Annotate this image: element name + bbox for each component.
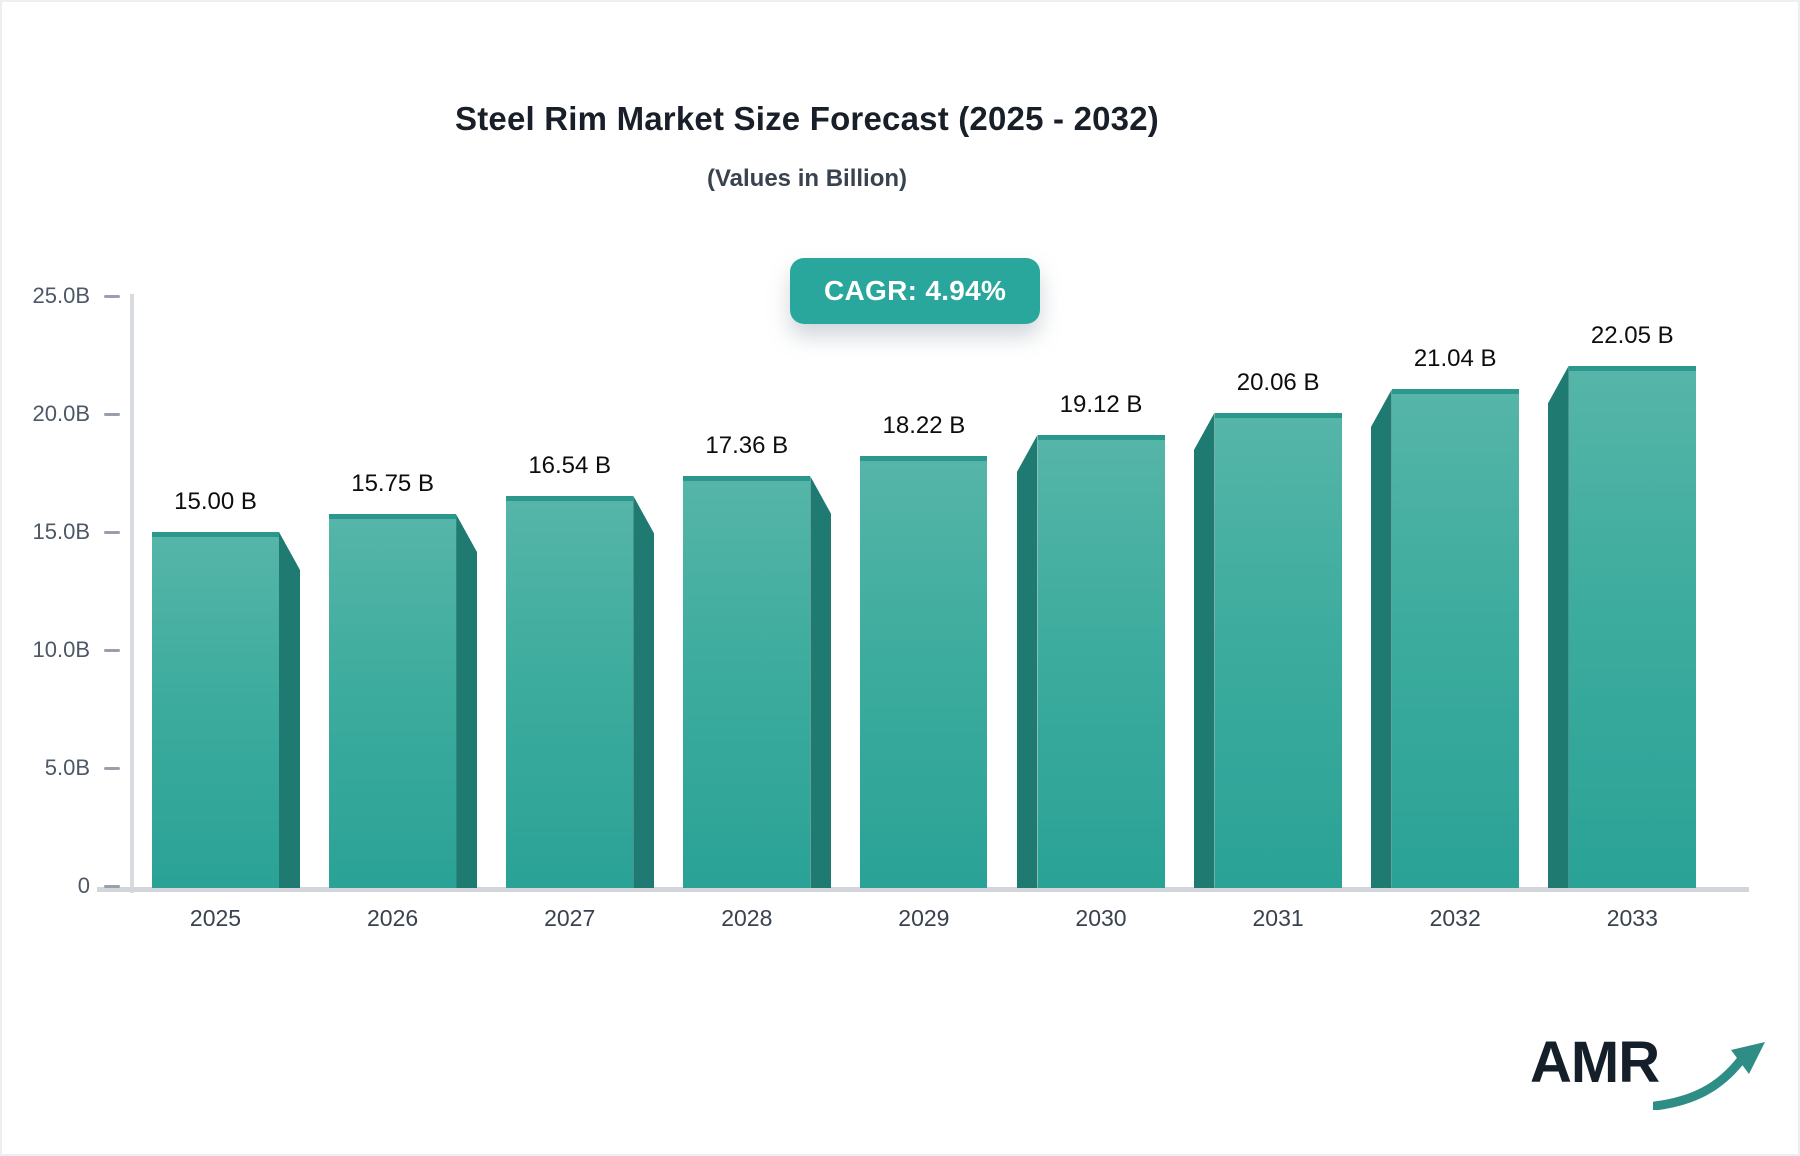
- bar-2032: [1391, 389, 1519, 888]
- y-axis-label: 15.0B: [32, 519, 91, 544]
- bar-value-label-2025: 15.00 B: [174, 488, 257, 515]
- bar-2028: [683, 476, 811, 888]
- bar-value-label-2028: 17.36 B: [705, 432, 789, 460]
- cagr-badge: CAGR: 4.94%: [790, 258, 1041, 324]
- bar-side-2031: [1193, 412, 1215, 888]
- bar-2025: [152, 532, 279, 888]
- y-axis-tick: [104, 766, 120, 770]
- bar-2026: [329, 514, 457, 888]
- y-axis-line: [130, 294, 134, 893]
- bar-value-label-2030: 19.12 B: [1059, 390, 1143, 418]
- bar-value-label-2026: 15.75 B: [351, 470, 434, 498]
- bar-side-2032: [1370, 389, 1392, 888]
- y-axis-label: 0: [77, 873, 90, 898]
- bar-side-2030: [1016, 434, 1038, 888]
- x-axis-label-2032: 2032: [1429, 905, 1481, 931]
- bar-value-label-2033: 22.05 B: [1590, 321, 1674, 349]
- x-axis-label-2028: 2028: [721, 905, 773, 931]
- x-axis-label-2033: 2033: [1606, 905, 1658, 931]
- bar-2030: [1037, 434, 1165, 888]
- bar-2031: [1214, 412, 1342, 888]
- y-axis-tick: [104, 884, 120, 888]
- y-axis-label: 5.0B: [44, 755, 90, 780]
- bar-2029: [860, 456, 988, 888]
- bar-side-2033: [1547, 365, 1569, 888]
- bar-2033: [1568, 365, 1696, 888]
- y-axis-label: 10.0B: [32, 637, 91, 662]
- y-axis-tick: [104, 412, 120, 416]
- bar-value-label-2027: 16.54 B: [528, 451, 612, 479]
- y-axis-tick: [104, 530, 120, 534]
- x-axis-label-2025: 2025: [189, 905, 242, 931]
- x-axis-label-2026: 2026: [367, 905, 419, 931]
- y-axis-tick: [104, 294, 120, 298]
- bar-side-2025: [279, 532, 300, 888]
- x-axis-label-2027: 2027: [544, 905, 596, 931]
- chart-subtitle: (Values in Billion): [706, 165, 908, 192]
- growth-arrow-icon: [1653, 1042, 1766, 1110]
- y-axis-tick: [104, 648, 120, 652]
- bar-2027: [506, 495, 634, 888]
- y-axis-label: 25.0B: [32, 283, 91, 308]
- amr-logo: AMR: [1530, 1034, 1771, 1110]
- bar-value-label-2031: 20.06 B: [1236, 368, 1320, 396]
- bar-side-2027: [633, 495, 655, 888]
- x-axis-label-2030: 2030: [1075, 905, 1127, 931]
- bar-value-label-2032: 21.04 B: [1413, 345, 1497, 373]
- x-axis-label-2031: 2031: [1252, 905, 1304, 931]
- x-axis-line: [97, 887, 1749, 892]
- bar-value-label-2029: 18.22 B: [882, 412, 966, 439]
- chart-title: Steel Rim Market Size Forecast (2025 - 2…: [455, 100, 1159, 137]
- bar-side-2026: [456, 514, 478, 888]
- y-axis-label: 20.0B: [32, 401, 91, 426]
- amr-logo-text: AMR: [1530, 1030, 1660, 1095]
- x-axis-label-2029: 2029: [898, 905, 950, 931]
- bar-side-2028: [810, 476, 832, 888]
